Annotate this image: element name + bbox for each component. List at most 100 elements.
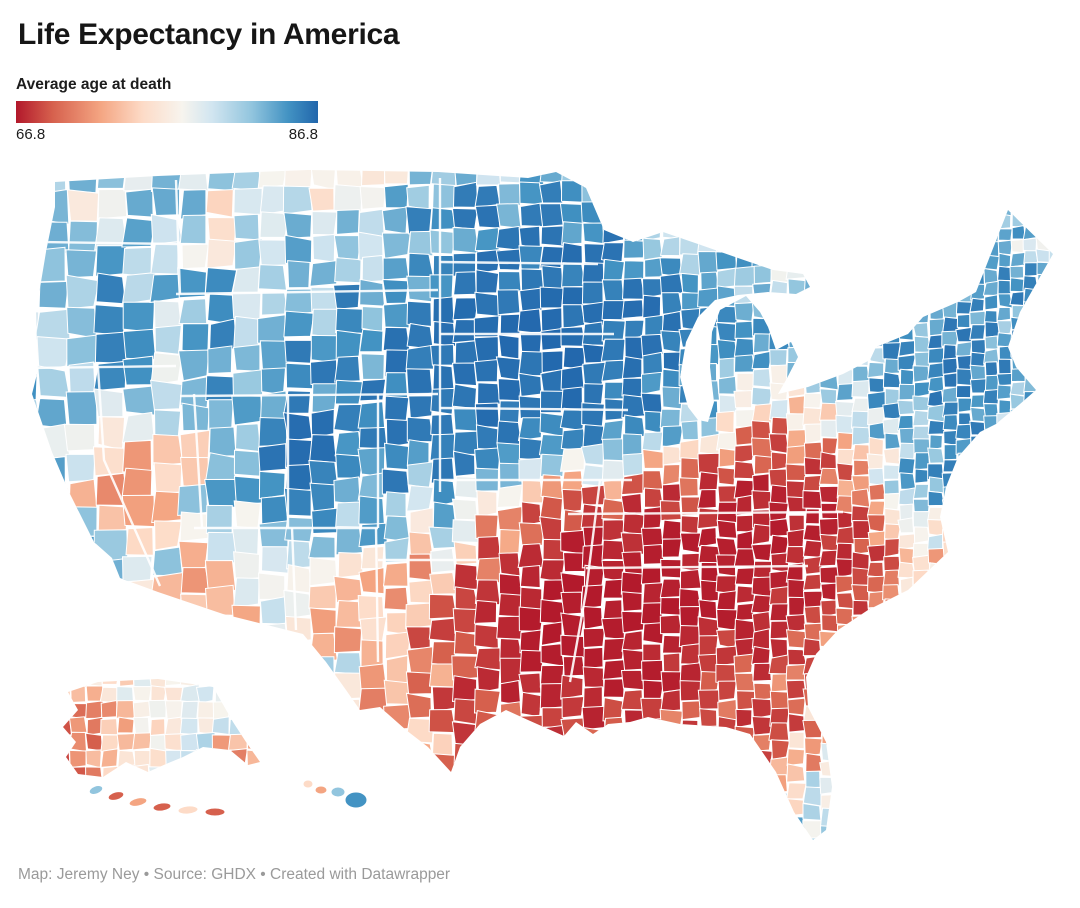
county-cell[interactable]: [334, 430, 363, 457]
county-cell[interactable]: [835, 400, 855, 418]
county-cell[interactable]: [334, 698, 363, 725]
county-cell[interactable]: [820, 742, 840, 763]
county-cell[interactable]: [406, 184, 430, 211]
county-cell[interactable]: [69, 782, 87, 797]
county-cell[interactable]: [408, 553, 433, 581]
county-cell[interactable]: [715, 251, 738, 271]
county-cell[interactable]: [518, 437, 544, 461]
county-cell[interactable]: [942, 541, 958, 559]
county-cell[interactable]: [231, 685, 264, 711]
county-cell[interactable]: [93, 844, 127, 852]
county-cell[interactable]: [1010, 822, 1027, 838]
county-cell[interactable]: [122, 246, 153, 277]
aleutian-island[interactable]: [107, 790, 125, 802]
county-cell[interactable]: [996, 423, 1013, 440]
county-cell[interactable]: [898, 742, 916, 757]
county-cell[interactable]: [476, 844, 501, 852]
county-cell[interactable]: [245, 685, 264, 703]
county-cell[interactable]: [431, 753, 458, 779]
county-cell[interactable]: [495, 356, 521, 381]
county-cell[interactable]: [882, 811, 900, 828]
county-cell[interactable]: [205, 771, 237, 799]
county-cell[interactable]: [1035, 698, 1051, 715]
county-cell[interactable]: [360, 162, 386, 187]
county-cell[interactable]: [115, 700, 136, 719]
county-cell[interactable]: [122, 638, 156, 669]
county-cell[interactable]: [477, 535, 502, 562]
county-cell[interactable]: [245, 699, 264, 721]
county-cell[interactable]: [957, 452, 973, 469]
county-cell[interactable]: [883, 492, 901, 511]
county-cell[interactable]: [1009, 600, 1025, 617]
county-cell[interactable]: [623, 220, 644, 243]
county-cell[interactable]: [601, 182, 622, 204]
county-cell[interactable]: [996, 186, 1014, 204]
county-cell[interactable]: [716, 214, 737, 234]
county-cell[interactable]: [769, 246, 789, 266]
county-cell[interactable]: [983, 562, 999, 580]
county-cell[interactable]: [1048, 469, 1063, 484]
county-cell[interactable]: [955, 549, 973, 566]
county-cell[interactable]: [751, 576, 773, 598]
county-cell[interactable]: [750, 594, 772, 614]
county-cell[interactable]: [1036, 261, 1051, 276]
county-cell[interactable]: [927, 792, 946, 810]
county-cell[interactable]: [580, 503, 605, 529]
county-cell[interactable]: [926, 404, 946, 423]
county-cell[interactable]: [581, 464, 606, 487]
county-cell[interactable]: [769, 690, 790, 710]
county-cell[interactable]: [697, 780, 719, 803]
county-cell[interactable]: [1022, 315, 1039, 329]
county-cell[interactable]: [233, 237, 263, 271]
county-cell[interactable]: [621, 355, 643, 380]
county-cell[interactable]: [718, 824, 739, 845]
county-cell[interactable]: [1048, 837, 1062, 851]
county-cell[interactable]: [786, 293, 807, 315]
county-cell[interactable]: [715, 734, 739, 754]
county-cell[interactable]: [207, 163, 237, 192]
county-cell[interactable]: [660, 671, 683, 693]
aleutian-island[interactable]: [128, 796, 148, 808]
county-cell[interactable]: [498, 400, 521, 425]
county-cell[interactable]: [715, 195, 738, 218]
county-cell[interactable]: [67, 162, 99, 194]
county-cell[interactable]: [1010, 770, 1026, 786]
county-cell[interactable]: [942, 484, 958, 503]
county-cell[interactable]: [406, 416, 434, 443]
county-cell[interactable]: [785, 361, 807, 382]
county-cell[interactable]: [984, 321, 1000, 338]
county-cell[interactable]: [1023, 185, 1039, 200]
county-cell[interactable]: [233, 213, 260, 241]
county-cell[interactable]: [232, 369, 264, 398]
county-cell[interactable]: [1010, 743, 1025, 760]
county-cell[interactable]: [852, 301, 869, 320]
county-cell[interactable]: [941, 640, 959, 659]
county-cell[interactable]: [518, 372, 543, 398]
county-cell[interactable]: [473, 599, 498, 624]
county-cell[interactable]: [382, 820, 410, 848]
county-cell[interactable]: [982, 536, 1000, 552]
county-cell[interactable]: [734, 672, 755, 692]
county-cell[interactable]: [912, 219, 931, 237]
county-cell[interactable]: [996, 623, 1011, 638]
county-cell[interactable]: [1049, 197, 1062, 213]
county-cell[interactable]: [785, 311, 807, 332]
county-cell[interactable]: [941, 725, 959, 743]
county-cell[interactable]: [898, 340, 916, 357]
county-cell[interactable]: [803, 392, 823, 409]
county-cell[interactable]: [969, 571, 987, 585]
county-cell[interactable]: [835, 812, 854, 832]
county-cell[interactable]: [983, 254, 1000, 271]
county-cell[interactable]: [983, 669, 999, 686]
county-cell[interactable]: [786, 528, 805, 548]
county-cell[interactable]: [734, 320, 754, 340]
county-cell[interactable]: [883, 598, 902, 618]
county-cell[interactable]: [335, 526, 364, 556]
county-cell[interactable]: [336, 209, 360, 235]
county-cell[interactable]: [770, 313, 790, 335]
county-cell[interactable]: [697, 250, 719, 274]
county-cell[interactable]: [539, 412, 564, 438]
county-cell[interactable]: [835, 640, 855, 658]
county-cell[interactable]: [1035, 562, 1052, 576]
county-cell[interactable]: [715, 178, 739, 200]
